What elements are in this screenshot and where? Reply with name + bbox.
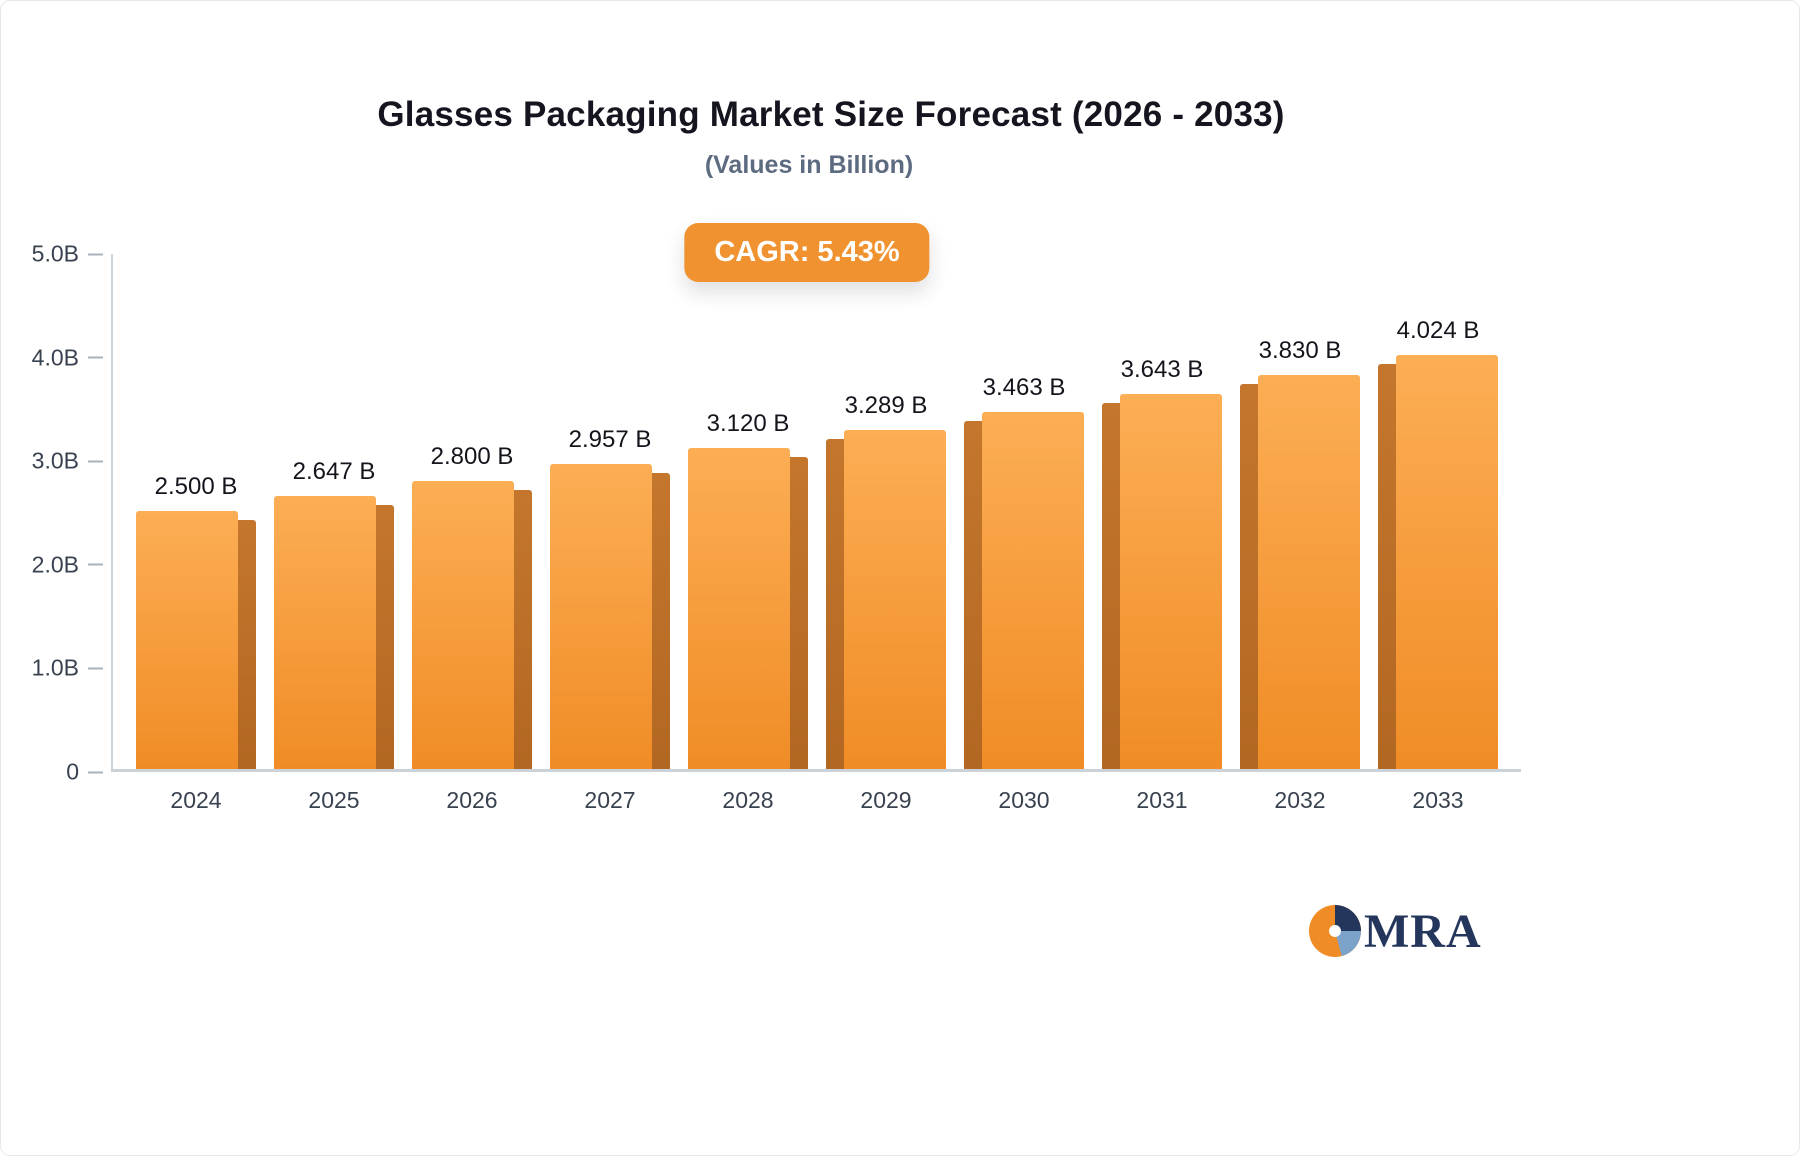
bar-value-label: 2.957 B <box>568 426 652 453</box>
bar-face <box>136 511 238 769</box>
x-axis-label: 2029 <box>860 787 912 813</box>
y-tick-label: 3.0B <box>31 447 79 474</box>
bar-side-shade <box>376 505 394 769</box>
bar-face <box>412 481 514 769</box>
bar <box>136 511 256 769</box>
mra-logo-icon <box>1309 905 1361 957</box>
bar <box>412 481 532 769</box>
y-tick: 0 <box>66 759 103 786</box>
y-tick-label: 0 <box>66 758 79 785</box>
bar-side-shade <box>1378 364 1396 769</box>
mra-logo: MRA <box>1309 899 1482 963</box>
y-tick: 1.0B <box>32 655 103 682</box>
bar-side-shade <box>514 490 532 769</box>
bars: 2.500 B 2024 2.647 B 2025 2.800 B 2026 2.957 B… <box>113 254 1521 813</box>
bar <box>1240 375 1360 769</box>
y-tick-label: 2.0B <box>31 551 79 578</box>
x-axis-label: 2026 <box>446 787 498 813</box>
y-tick-label: 4.0B <box>31 344 79 371</box>
cagr-badge: CAGR: 5.43% <box>684 223 930 282</box>
y-tick-mark <box>88 253 103 255</box>
bar <box>550 464 670 769</box>
bar-value-label: 3.830 B <box>1258 337 1342 364</box>
y-tick: 2.0B <box>32 551 103 578</box>
chart-subtitle: (Values in Billion) <box>704 151 914 179</box>
y-tick-mark <box>88 771 103 773</box>
bar-face <box>688 448 790 769</box>
y-tick-mark <box>88 460 103 463</box>
bar <box>1378 355 1498 769</box>
bar-side-shade <box>790 457 808 769</box>
bar-group: 2.500 B 2024 <box>127 254 265 813</box>
bar-group: 3.643 B 2031 <box>1093 254 1231 813</box>
x-axis-label: 2025 <box>308 787 360 813</box>
y-tick-mark <box>88 356 103 359</box>
bar-value-label: 3.463 B <box>982 374 1066 401</box>
bar-group: 3.120 B 2028 <box>679 254 817 813</box>
x-axis-label: 2033 <box>1412 787 1464 813</box>
bar-value-label: 3.643 B <box>1120 356 1204 383</box>
bar-face <box>1120 394 1222 769</box>
bar-group: 3.289 B 2029 <box>817 254 955 813</box>
bar-group: 2.800 B 2026 <box>403 254 541 813</box>
bar-face <box>1396 355 1498 769</box>
bar-face <box>550 464 652 769</box>
bar-value-label: 3.289 B <box>844 392 928 419</box>
y-axis: 5.0B 4.0B 3.0B 2.0B 1.0B 0 <box>1 241 103 785</box>
bar-side-shade <box>826 439 844 769</box>
y-tick: 4.0B <box>32 344 103 371</box>
bar-side-shade <box>964 421 982 769</box>
bar-group: 2.647 B 2025 <box>265 254 403 813</box>
y-tick: 3.0B <box>32 448 103 475</box>
chart-title: Glasses Packaging Market Size Forecast (… <box>377 95 1285 134</box>
bar-side-shade <box>1240 384 1258 769</box>
bar-face <box>274 496 376 769</box>
bar-value-label: 3.120 B <box>706 410 790 437</box>
bar-face <box>1258 375 1360 769</box>
x-axis-label: 2028 <box>722 787 774 813</box>
y-tick-mark <box>88 563 103 566</box>
bar-group: 4.024 B 2033 <box>1369 254 1507 813</box>
bar-side-shade <box>238 520 256 769</box>
bar-face <box>844 430 946 769</box>
bar-side-shade <box>652 473 670 769</box>
y-tick-mark <box>88 667 103 670</box>
bar <box>1102 394 1222 769</box>
y-tick-label: 5.0B <box>31 240 79 267</box>
bar-group: 2.957 B 2027 <box>541 254 679 813</box>
y-tick: 5.0B <box>32 241 103 268</box>
bar-side-shade <box>1102 403 1120 769</box>
mra-logo-text: MRA <box>1364 904 1482 958</box>
x-axis-label: 2027 <box>584 787 636 813</box>
x-axis-label: 2030 <box>998 787 1050 813</box>
bar-group: 3.463 B 2030 <box>955 254 1093 813</box>
bar <box>688 448 808 769</box>
x-axis-label: 2031 <box>1136 787 1188 813</box>
bar-value-label: 2.647 B <box>292 458 376 485</box>
plot-area: 2.500 B 2024 2.647 B 2025 2.800 B 2026 2.957 B… <box>111 254 1521 813</box>
bar <box>274 496 394 769</box>
bar-value-label: 2.500 B <box>154 473 238 500</box>
bar-value-label: 2.800 B <box>430 443 514 470</box>
y-tick-label: 1.0B <box>31 654 79 681</box>
bar-face <box>982 412 1084 769</box>
bar-group: 3.830 B 2032 <box>1231 254 1369 813</box>
bar-value-label: 4.024 B <box>1396 317 1480 344</box>
bar <box>964 412 1084 769</box>
x-axis-label: 2024 <box>170 787 222 813</box>
x-axis-label: 2032 <box>1274 787 1326 813</box>
bar <box>826 430 946 769</box>
